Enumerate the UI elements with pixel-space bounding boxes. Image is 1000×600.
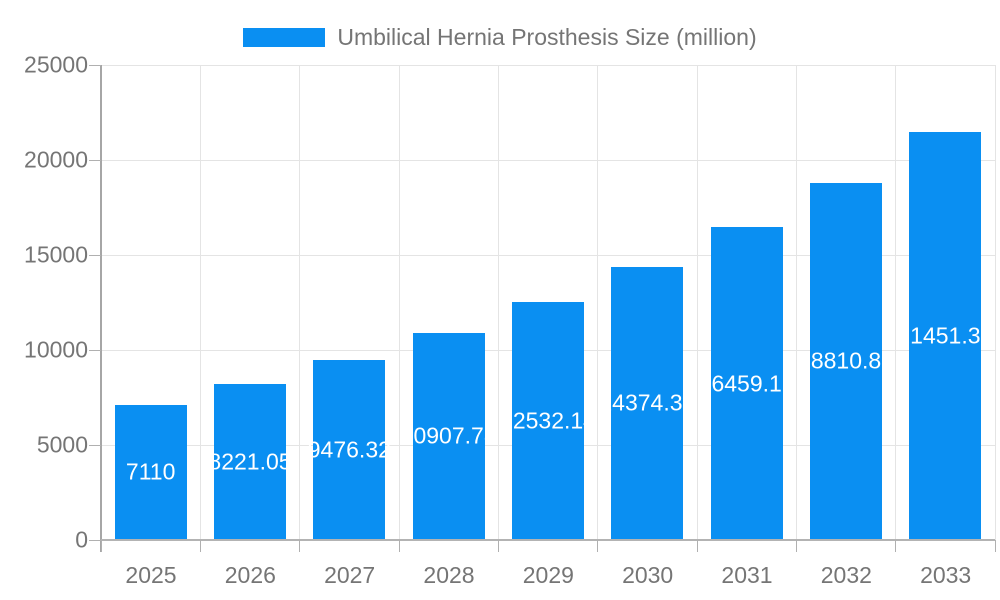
legend[interactable]: Umbilical Hernia Prosthesis Size (millio… bbox=[0, 24, 1000, 50]
y-gridline bbox=[101, 254, 995, 256]
bar-value-label: 10907.78 bbox=[400, 422, 497, 449]
legend-swatch[interactable] bbox=[243, 27, 326, 47]
y-axis-tick-label: 0 bbox=[75, 526, 88, 553]
y-axis-tick-label: 15000 bbox=[24, 241, 88, 268]
bar-value-label: 18810.85 bbox=[798, 347, 894, 374]
x-axis-label: 2030 bbox=[622, 562, 674, 588]
x-axis-label: 2031 bbox=[721, 562, 773, 588]
bar-2026: 8221.05 bbox=[208, 383, 292, 540]
x-axis-tick bbox=[795, 540, 797, 552]
y-axis-tick bbox=[89, 444, 101, 446]
bar-2028: 10907.78 bbox=[401, 332, 497, 540]
x-axis-label: 2032 bbox=[820, 562, 872, 588]
x-axis-label: 2027 bbox=[324, 562, 376, 588]
x-gridline bbox=[597, 65, 599, 540]
y-gridline bbox=[101, 159, 995, 161]
y-axis-tick-label: 25000 bbox=[24, 51, 88, 78]
y-axis-line bbox=[100, 65, 102, 552]
x-axis-label: 2028 bbox=[423, 562, 475, 588]
x-axis-tick bbox=[696, 540, 698, 552]
bar-value-label: 14374.31 bbox=[599, 389, 696, 416]
y-axis-tick bbox=[89, 254, 101, 256]
bar-value-label: 16459.12 bbox=[698, 370, 795, 397]
bar-2029: 12532.14 bbox=[500, 301, 596, 540]
x-gridline bbox=[994, 65, 996, 540]
x-axis-tick bbox=[398, 540, 400, 552]
y-axis-tick bbox=[89, 539, 101, 541]
bar-value-label: 9476.32 bbox=[307, 436, 391, 463]
y-axis-tick-label: 20000 bbox=[24, 146, 88, 173]
bar-value-label: 7110 bbox=[125, 458, 176, 485]
x-gridline bbox=[497, 65, 499, 540]
x-axis-label: 2029 bbox=[522, 562, 574, 588]
legend-label: Umbilical Hernia Prosthesis Size (millio… bbox=[337, 23, 757, 50]
bar-value-label: 21451.33 bbox=[897, 322, 994, 349]
x-gridline bbox=[199, 65, 201, 540]
y-axis-tick bbox=[89, 159, 101, 161]
y-axis-tick bbox=[89, 349, 101, 351]
x-axis-tick bbox=[994, 540, 996, 552]
y-axis-tick bbox=[89, 64, 101, 66]
x-axis-tick bbox=[895, 540, 897, 552]
bar-value-label: 8221.05 bbox=[208, 448, 292, 475]
bar-2030: 14374.31 bbox=[599, 266, 695, 540]
x-gridline bbox=[795, 65, 797, 540]
x-axis-label: 2025 bbox=[125, 562, 177, 588]
x-gridline bbox=[299, 65, 301, 540]
y-axis-tick-label: 10000 bbox=[24, 336, 88, 363]
x-axis-tick bbox=[199, 540, 201, 552]
y-gridline bbox=[101, 64, 995, 66]
bar-2027: 9476.32 bbox=[308, 359, 391, 540]
x-axis-line bbox=[101, 539, 995, 541]
x-gridline bbox=[398, 65, 400, 540]
x-axis-tick bbox=[299, 540, 301, 552]
x-axis-label: 2026 bbox=[224, 562, 276, 588]
x-gridline bbox=[696, 65, 698, 540]
bar-2031: 16459.12 bbox=[699, 227, 795, 540]
bar-2033: 21451.33 bbox=[897, 132, 993, 540]
x-axis-label: 2033 bbox=[920, 562, 972, 588]
y-axis-tick-label: 5000 bbox=[36, 431, 88, 458]
x-axis-tick bbox=[497, 540, 499, 552]
plot-area: 7110 8221.05 9476.32 10907.78 12532.14 14374.… bbox=[89, 64, 996, 552]
x-axis-tick bbox=[597, 540, 599, 552]
x-axis-tick bbox=[100, 540, 102, 552]
bar-value-label: 12532.14 bbox=[500, 407, 596, 434]
bar-2032: 18810.85 bbox=[798, 182, 894, 540]
bar-2025: 7110 bbox=[114, 404, 187, 540]
x-gridline bbox=[895, 65, 897, 540]
